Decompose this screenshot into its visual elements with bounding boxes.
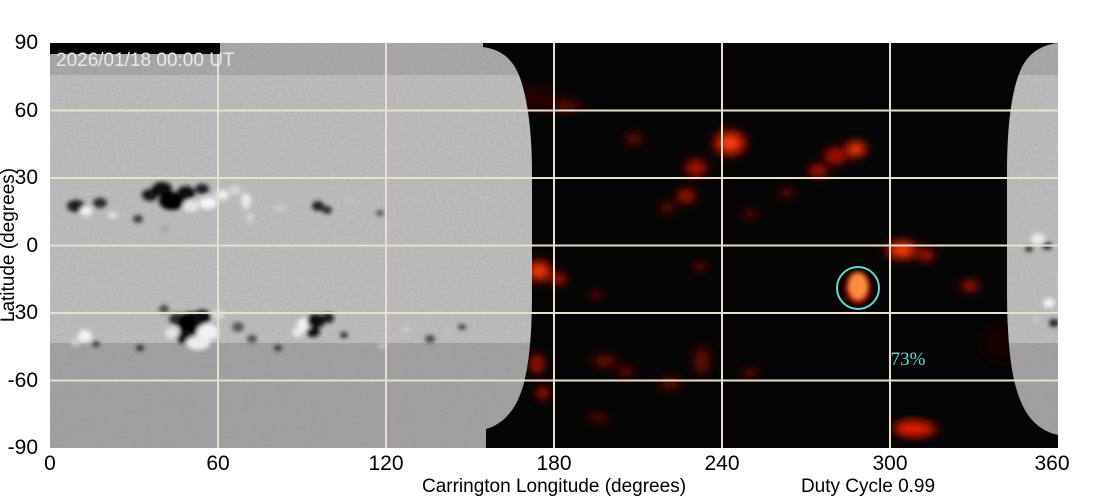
xtick-180: 180: [536, 452, 572, 475]
target-active-region: [841, 266, 875, 310]
south-polar-region: [888, 418, 944, 440]
plot-area: 2026/01/18 00:00 UT 73% NISP: [50, 43, 1058, 448]
xtick-60: 60: [206, 452, 230, 475]
active-region-marker-circle: [836, 266, 880, 310]
y-axis-label: Latitude (degrees): [0, 167, 19, 323]
timestamp-label: 2026/01/18 00:00 UT: [56, 50, 235, 71]
carrington-map-image: [50, 43, 1058, 448]
ytick-90: 90: [14, 31, 38, 54]
x-axis-label: Carrington Longitude (degrees): [421, 476, 687, 497]
magnetogram-north-belt: [67, 182, 384, 233]
magnetogram-right-strip: [1025, 233, 1058, 327]
xtick-300: 300: [872, 452, 908, 475]
ytick-m60: -60: [7, 368, 38, 392]
xtick-360: 360: [1034, 452, 1070, 475]
grid-lines: [50, 43, 1058, 448]
ytick-60: 60: [14, 98, 38, 122]
ytick-m90: -90: [7, 436, 38, 459]
ytick-m30: -30: [7, 301, 38, 324]
xtick-120: 120: [368, 452, 404, 475]
xtick-0: 0: [44, 452, 56, 475]
duty-cycle-label: Duty Cycle 0.99: [800, 476, 936, 497]
ytick-30: 30: [14, 166, 38, 189]
active-region-percent-label: 73%: [890, 349, 926, 370]
ytick-0: 0: [26, 233, 38, 257]
magnetogram-south-belt: [71, 305, 466, 351]
north-pole-band: [50, 43, 220, 54]
xtick-240: 240: [704, 452, 740, 475]
